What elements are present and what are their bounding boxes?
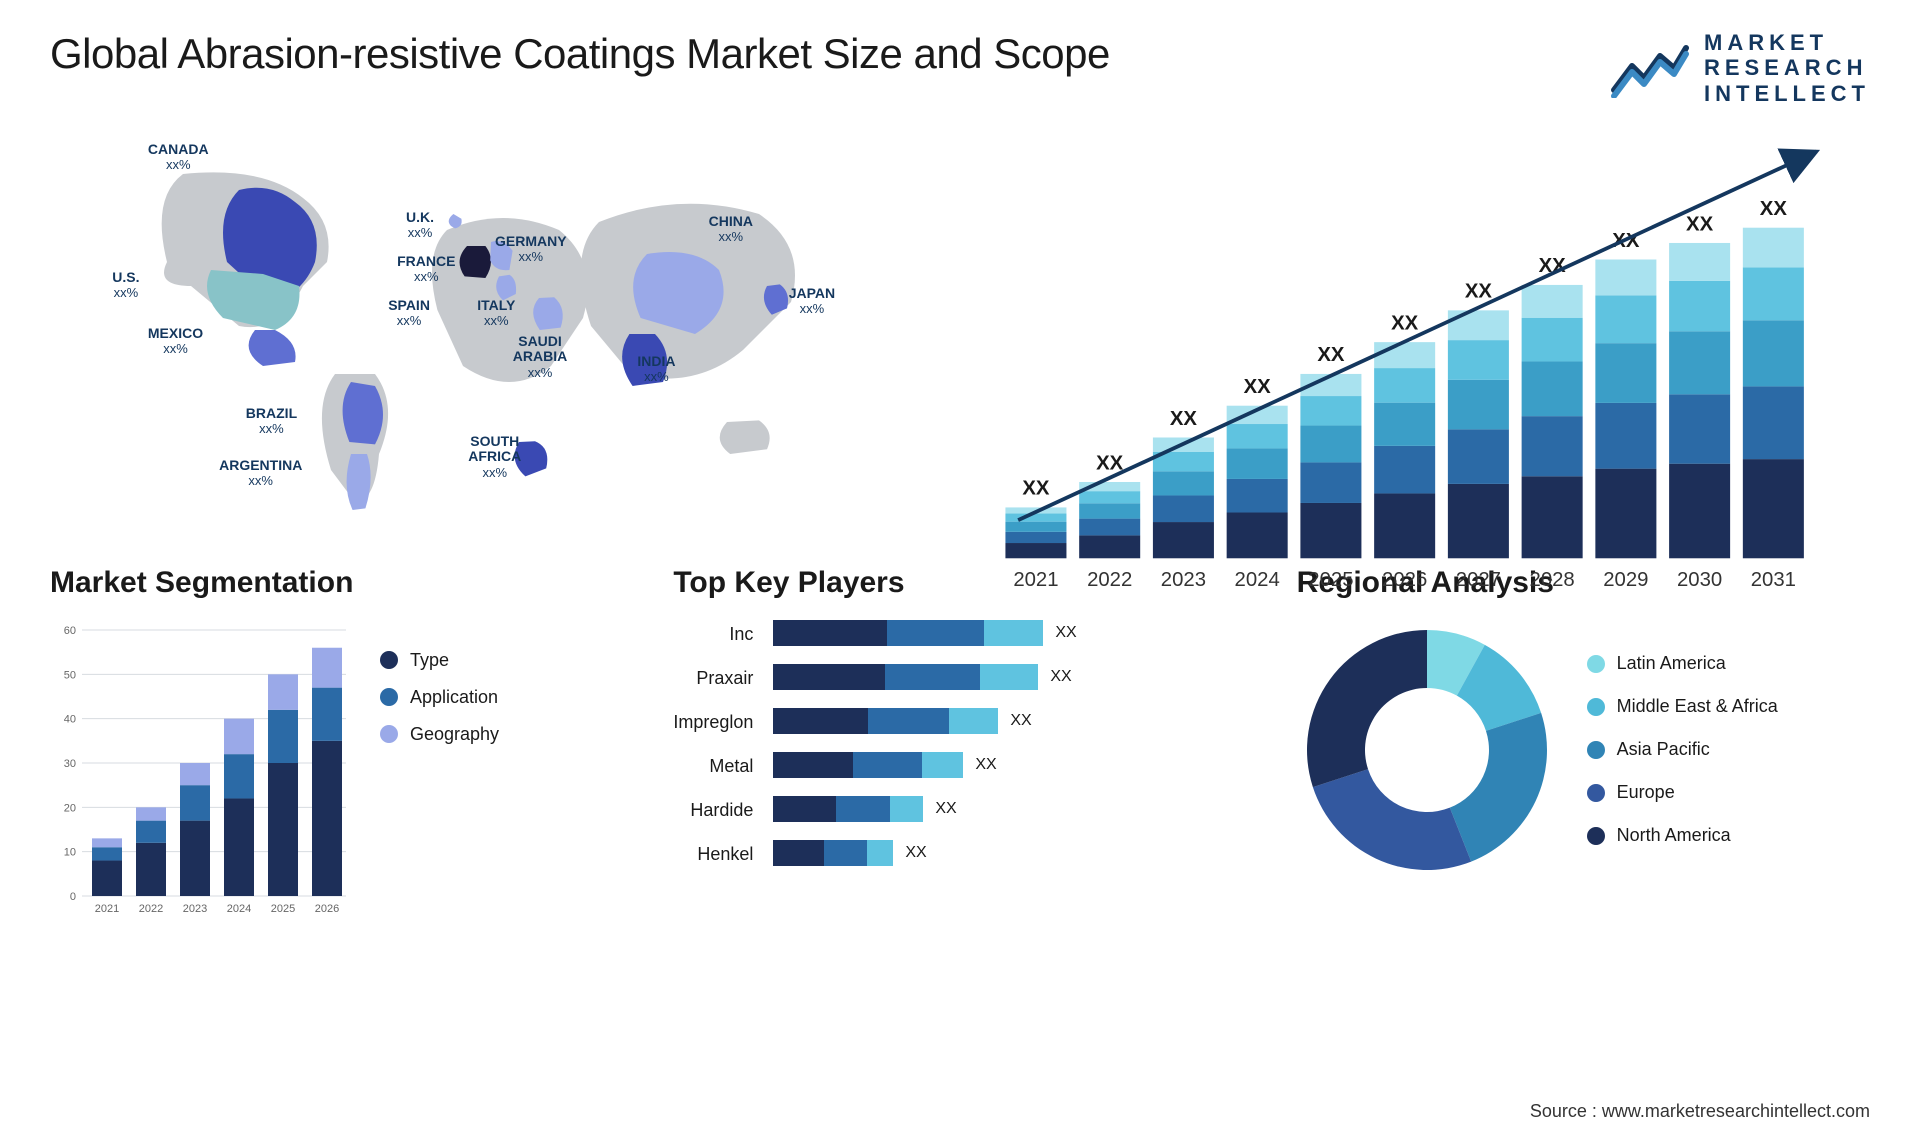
segmentation-bar-chart: 0 10 20 30 40 50 60 2021 2022 2023 2024 2025 2026 [50, 620, 350, 920]
player-labels: Inc Praxair Impreglon Metal Hardide Henkel [673, 620, 753, 870]
player-bar-row: XX [773, 620, 1246, 646]
map-label: SOUTHAFRICAxx% [468, 434, 521, 480]
svg-text:2029: 2029 [1603, 569, 1648, 591]
svg-text:XX: XX [1022, 478, 1050, 500]
svg-text:XX: XX [1465, 281, 1493, 303]
player-label: Impreglon [673, 712, 753, 738]
player-bar-row: XX [773, 840, 1246, 866]
svg-text:2021: 2021 [1013, 569, 1058, 591]
svg-text:2023: 2023 [183, 903, 207, 915]
svg-text:2023: 2023 [1161, 569, 1206, 591]
svg-text:2022: 2022 [139, 903, 163, 915]
svg-text:2024: 2024 [1235, 569, 1280, 591]
svg-text:2027: 2027 [1456, 569, 1501, 591]
map-label: JAPANxx% [789, 286, 835, 317]
map-label: CHINAxx% [709, 214, 753, 245]
logo-icon [1610, 38, 1690, 98]
logo-line3: INTELLECT [1704, 81, 1870, 106]
svg-text:2025: 2025 [271, 903, 295, 915]
logo-line1: MARKET [1704, 30, 1870, 55]
svg-text:XX: XX [1760, 198, 1788, 220]
regional-legend: Latin America Middle East & Africa Asia Pa… [1587, 653, 1778, 846]
legend-item: Geography [380, 724, 499, 745]
brand-logo: MARKET RESEARCH INTELLECT [1610, 30, 1870, 106]
map-label: INDIAxx% [637, 354, 675, 385]
source-attribution: Source : www.marketresearchintellect.com [1530, 1101, 1870, 1122]
regional-donut-chart [1297, 620, 1557, 880]
logo-line2: RESEARCH [1704, 55, 1870, 80]
player-label: Hardide [690, 800, 753, 826]
svg-text:2031: 2031 [1751, 569, 1796, 591]
map-label: SAUDIARABIAxx% [513, 334, 567, 380]
player-bars: XX XX XX XX XX XX [773, 620, 1246, 870]
legend-item: Application [380, 687, 499, 708]
svg-text:2030: 2030 [1677, 569, 1722, 591]
player-label: Praxair [696, 668, 753, 694]
svg-text:XX: XX [1317, 344, 1345, 366]
svg-text:2028: 2028 [1530, 569, 1575, 591]
player-bar-row: XX [773, 664, 1246, 690]
svg-text:XX: XX [1096, 452, 1124, 474]
svg-text:50: 50 [64, 669, 76, 681]
svg-text:XX: XX [1686, 213, 1714, 235]
svg-text:60: 60 [64, 625, 76, 637]
regional-panel: Regional Analysis Latin AmericaMiddle Ea… [1297, 566, 1870, 946]
player-bar-row: XX [773, 796, 1246, 822]
legend-item: Type [380, 650, 499, 671]
segmentation-panel: Market Segmentation 0 10 20 30 40 50 60 2021 202… [50, 566, 623, 946]
svg-text:40: 40 [64, 714, 76, 726]
growth-bar-chart: 2021XX2022XX2023XX2024XX2025XX2026XX2027… [980, 126, 1870, 526]
svg-text:10: 10 [64, 847, 76, 859]
segmentation-title: Market Segmentation [50, 566, 623, 600]
player-label: Metal [709, 756, 753, 782]
player-label: Inc [729, 624, 753, 650]
map-label: CANADAxx% [148, 142, 209, 173]
svg-text:2026: 2026 [1382, 569, 1427, 591]
svg-text:2025: 2025 [1308, 569, 1353, 591]
players-panel: Top Key Players IncPraxairImpreglonMetal… [673, 566, 1246, 946]
svg-text:2021: 2021 [95, 903, 119, 915]
legend-item: Asia Pacific [1587, 739, 1778, 760]
map-label: FRANCExx% [397, 254, 455, 285]
svg-text:20: 20 [64, 802, 76, 814]
legend-item: Latin America [1587, 653, 1778, 674]
page-title: Global Abrasion-resistive Coatings Marke… [50, 30, 1110, 78]
map-label: GERMANYxx% [495, 234, 567, 265]
player-label: Henkel [697, 844, 753, 870]
map-label: U.S.xx% [112, 270, 139, 301]
map-label: BRAZILxx% [246, 406, 297, 437]
world-map: CANADAxx% U.S.xx% MEXICOxx% BRAZILxx% ARGENT… [50, 126, 940, 526]
segmentation-legend: Type Application Geography [380, 620, 499, 920]
map-label: ARGENTINAxx% [219, 458, 302, 489]
map-label: MEXICOxx% [148, 326, 203, 357]
svg-text:2026: 2026 [315, 903, 339, 915]
map-label: SPAINxx% [388, 298, 430, 329]
svg-text:30: 30 [64, 758, 76, 770]
svg-text:XX: XX [1244, 376, 1272, 398]
player-bar-row: XX [773, 752, 1246, 778]
svg-text:0: 0 [70, 891, 76, 903]
player-bar-row: XX [773, 708, 1246, 734]
legend-item: North America [1587, 825, 1778, 846]
map-label: ITALYxx% [477, 298, 515, 329]
legend-item: Europe [1587, 782, 1778, 803]
map-label: U.K.xx% [406, 210, 434, 241]
svg-text:2024: 2024 [227, 903, 251, 915]
svg-text:XX: XX [1170, 408, 1198, 430]
legend-item: Middle East & Africa [1587, 696, 1778, 717]
svg-text:XX: XX [1391, 312, 1419, 334]
svg-text:2022: 2022 [1087, 569, 1132, 591]
